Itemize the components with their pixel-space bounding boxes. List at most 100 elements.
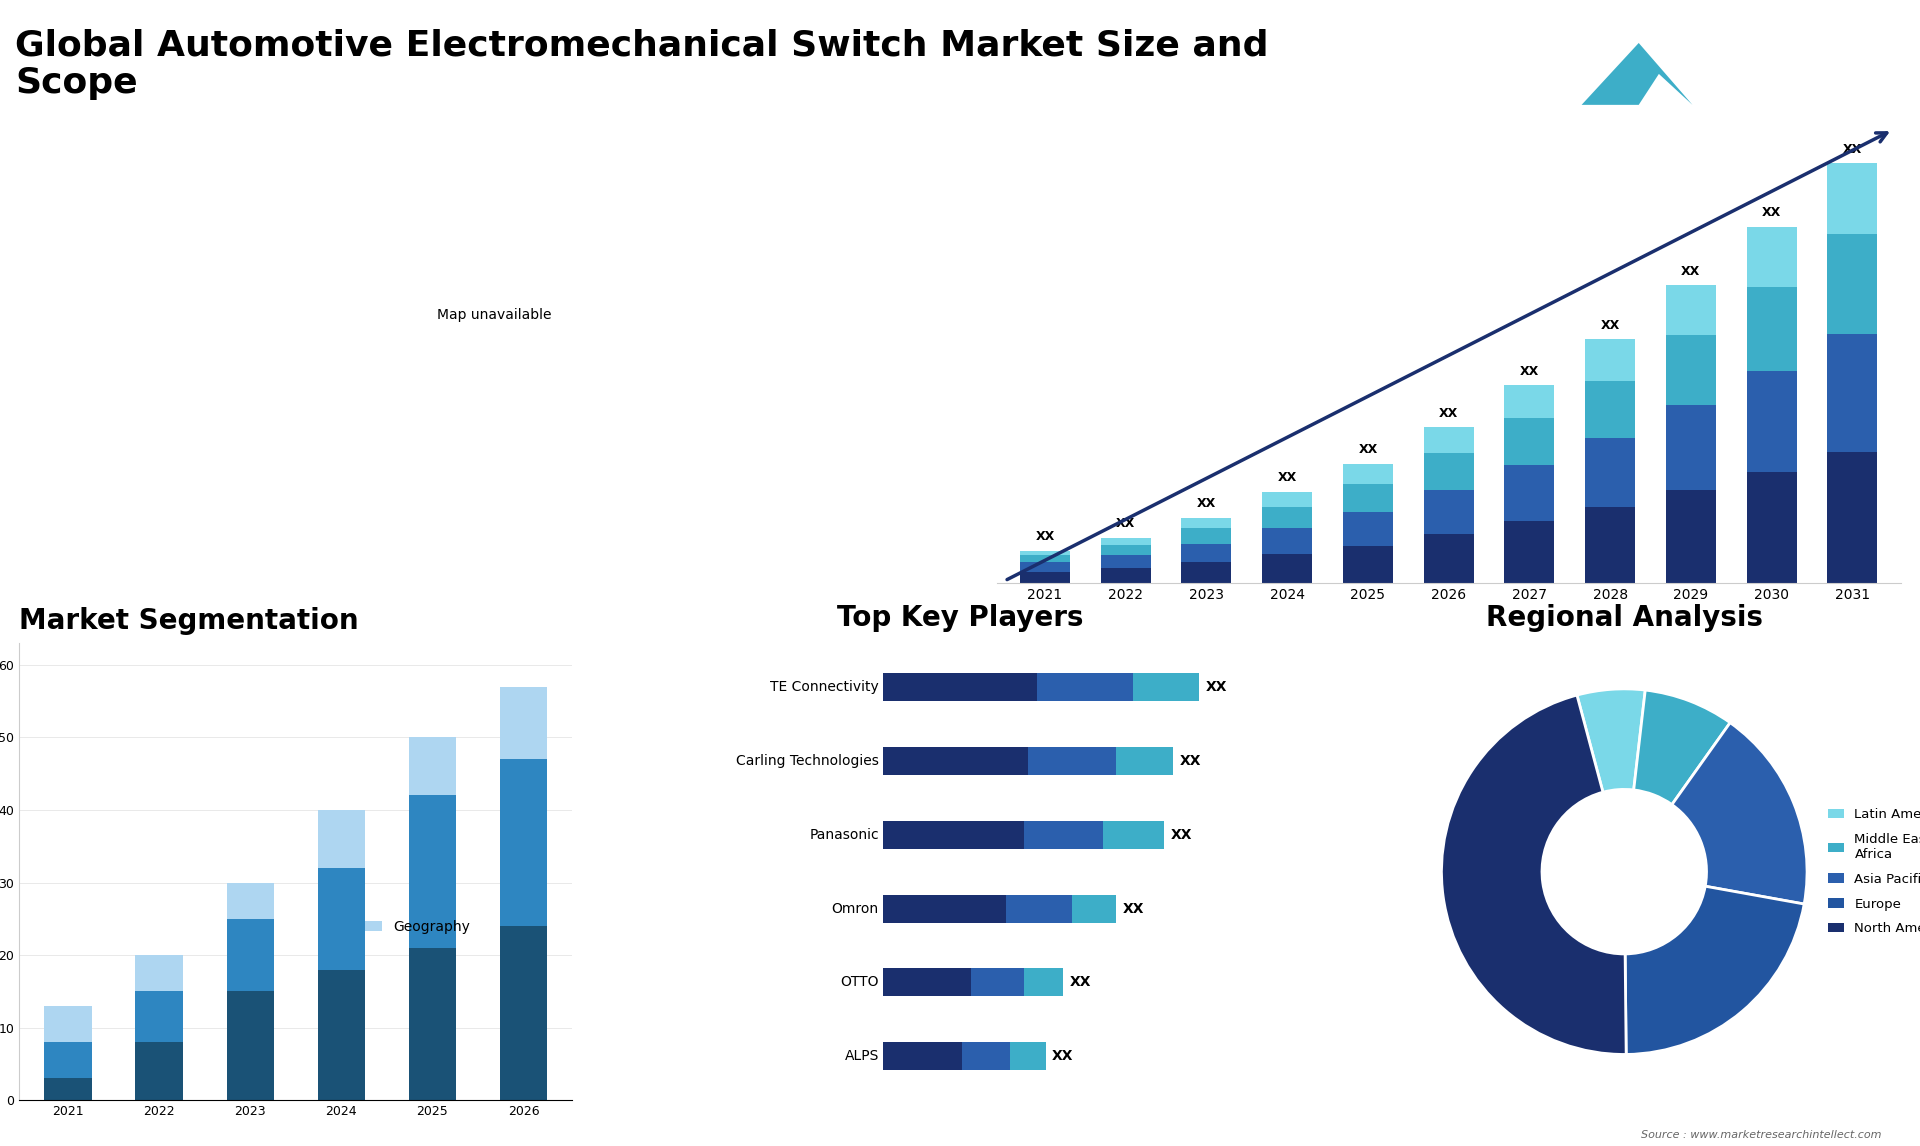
Text: XX: XX bbox=[1035, 531, 1054, 543]
Bar bbox=[1667, 335, 1716, 406]
Bar bbox=[227, 882, 275, 919]
Bar bbox=[1667, 489, 1716, 583]
Bar bbox=[1747, 286, 1797, 371]
Bar bbox=[883, 1042, 962, 1070]
Text: INTELLECT: INTELLECT bbox=[1707, 86, 1768, 96]
Text: ALPS: ALPS bbox=[845, 1049, 879, 1063]
Text: MARKET: MARKET bbox=[1707, 45, 1755, 55]
Bar bbox=[1116, 747, 1173, 775]
Bar bbox=[1505, 385, 1555, 418]
Bar bbox=[1423, 534, 1475, 583]
Bar bbox=[1102, 821, 1164, 849]
Bar bbox=[1037, 674, 1133, 701]
Bar bbox=[409, 738, 457, 795]
Bar bbox=[1423, 454, 1475, 489]
Text: XX: XX bbox=[1438, 407, 1459, 419]
Bar bbox=[1828, 164, 1878, 234]
Bar bbox=[1261, 508, 1311, 528]
Text: Market Segmentation: Market Segmentation bbox=[19, 607, 359, 635]
Bar bbox=[1100, 544, 1150, 556]
Bar bbox=[1828, 234, 1878, 333]
Bar bbox=[1586, 339, 1636, 380]
Bar bbox=[962, 1042, 1010, 1070]
Bar bbox=[1423, 427, 1475, 454]
Bar bbox=[883, 895, 1006, 923]
Text: XX: XX bbox=[1843, 143, 1862, 156]
Text: XX: XX bbox=[1277, 471, 1296, 485]
Text: XX: XX bbox=[1069, 975, 1091, 989]
Bar bbox=[1667, 285, 1716, 335]
Bar bbox=[227, 919, 275, 991]
Bar bbox=[1020, 556, 1069, 563]
Title: Regional Analysis: Regional Analysis bbox=[1486, 604, 1763, 633]
Bar bbox=[1100, 568, 1150, 583]
Text: XX: XX bbox=[1196, 497, 1215, 510]
Bar bbox=[883, 747, 1027, 775]
Bar bbox=[409, 948, 457, 1100]
Bar bbox=[1505, 521, 1555, 583]
Text: XX: XX bbox=[1206, 681, 1227, 694]
Wedge shape bbox=[1442, 696, 1626, 1054]
Bar bbox=[1505, 418, 1555, 465]
Text: Omron: Omron bbox=[831, 902, 879, 916]
Bar bbox=[499, 760, 547, 926]
Polygon shape bbox=[1582, 42, 1693, 104]
Bar bbox=[1261, 492, 1311, 508]
Bar bbox=[1006, 895, 1071, 923]
Bar bbox=[1342, 512, 1392, 545]
Wedge shape bbox=[1672, 723, 1807, 904]
Bar bbox=[1342, 464, 1392, 484]
Text: XX: XX bbox=[1179, 754, 1200, 768]
Bar bbox=[1181, 528, 1231, 543]
Bar bbox=[1020, 572, 1069, 583]
Text: XX: XX bbox=[1357, 444, 1377, 456]
Bar bbox=[1828, 452, 1878, 583]
Text: XX: XX bbox=[1171, 827, 1192, 842]
Bar bbox=[1586, 380, 1636, 438]
Wedge shape bbox=[1624, 886, 1805, 1054]
Text: OTTO: OTTO bbox=[841, 975, 879, 989]
Bar bbox=[44, 1006, 92, 1042]
Bar bbox=[317, 810, 365, 868]
Bar bbox=[1747, 371, 1797, 472]
Legend: Geography: Geography bbox=[359, 915, 476, 939]
Text: RESEARCH: RESEARCH bbox=[1707, 65, 1768, 76]
Text: XX: XX bbox=[1763, 206, 1782, 219]
Bar bbox=[1023, 968, 1064, 996]
Bar bbox=[1586, 438, 1636, 508]
Text: Map unavailable: Map unavailable bbox=[436, 307, 551, 322]
Bar bbox=[317, 970, 365, 1100]
Text: Global Automotive Electromechanical Switch Market Size and: Global Automotive Electromechanical Swit… bbox=[15, 29, 1269, 63]
Bar bbox=[1071, 895, 1116, 923]
Title: Top Key Players: Top Key Players bbox=[837, 604, 1083, 633]
Bar bbox=[44, 1042, 92, 1078]
Bar bbox=[1133, 674, 1200, 701]
Bar bbox=[1261, 528, 1311, 555]
Wedge shape bbox=[1576, 689, 1645, 792]
Bar bbox=[136, 955, 182, 991]
Legend: Latin America, Middle East &
Africa, Asia Pacific, Europe, North America: Latin America, Middle East & Africa, Asi… bbox=[1822, 802, 1920, 941]
Bar bbox=[883, 674, 1037, 701]
Bar bbox=[1505, 465, 1555, 521]
Bar bbox=[1181, 518, 1231, 528]
Text: TE Connectivity: TE Connectivity bbox=[770, 681, 879, 694]
Text: XX: XX bbox=[1601, 319, 1620, 332]
Bar bbox=[1747, 472, 1797, 583]
Text: XX: XX bbox=[1123, 902, 1144, 916]
Bar bbox=[1010, 1042, 1046, 1070]
Bar bbox=[1342, 484, 1392, 512]
Bar bbox=[317, 868, 365, 970]
Bar bbox=[1586, 508, 1636, 583]
Bar bbox=[1181, 563, 1231, 583]
Bar bbox=[499, 686, 547, 760]
Text: Panasonic: Panasonic bbox=[808, 827, 879, 842]
Bar bbox=[1023, 821, 1102, 849]
Text: XX: XX bbox=[1052, 1049, 1073, 1063]
Text: XX: XX bbox=[1521, 364, 1540, 378]
Text: Source : www.marketresearchintellect.com: Source : www.marketresearchintellect.com bbox=[1642, 1130, 1882, 1140]
Bar bbox=[1027, 747, 1116, 775]
Bar bbox=[1342, 545, 1392, 583]
Bar bbox=[1261, 555, 1311, 583]
Text: Carling Technologies: Carling Technologies bbox=[735, 754, 879, 768]
Bar bbox=[972, 968, 1023, 996]
